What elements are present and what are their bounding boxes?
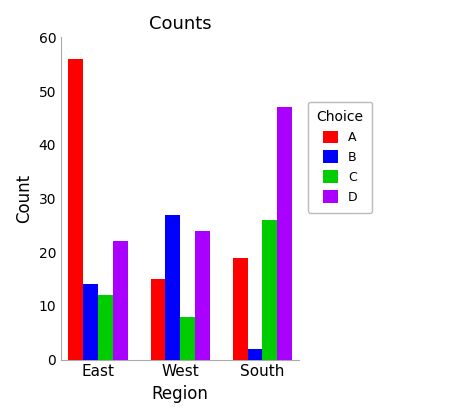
Bar	[180, 316, 195, 359]
Bar	[233, 257, 247, 359]
Bar	[83, 284, 98, 359]
Bar	[262, 220, 277, 359]
Bar	[277, 107, 292, 359]
X-axis label: Region: Region	[152, 385, 209, 403]
Bar	[68, 59, 83, 359]
Legend: A, B, C, D: A, B, C, D	[308, 102, 373, 213]
Bar	[247, 349, 262, 359]
Bar	[165, 214, 180, 359]
Bar	[151, 279, 165, 359]
Y-axis label: Count: Count	[15, 174, 33, 223]
Bar	[113, 242, 128, 359]
Title: Counts: Counts	[149, 15, 211, 33]
Bar	[195, 231, 210, 359]
Bar	[98, 295, 113, 359]
